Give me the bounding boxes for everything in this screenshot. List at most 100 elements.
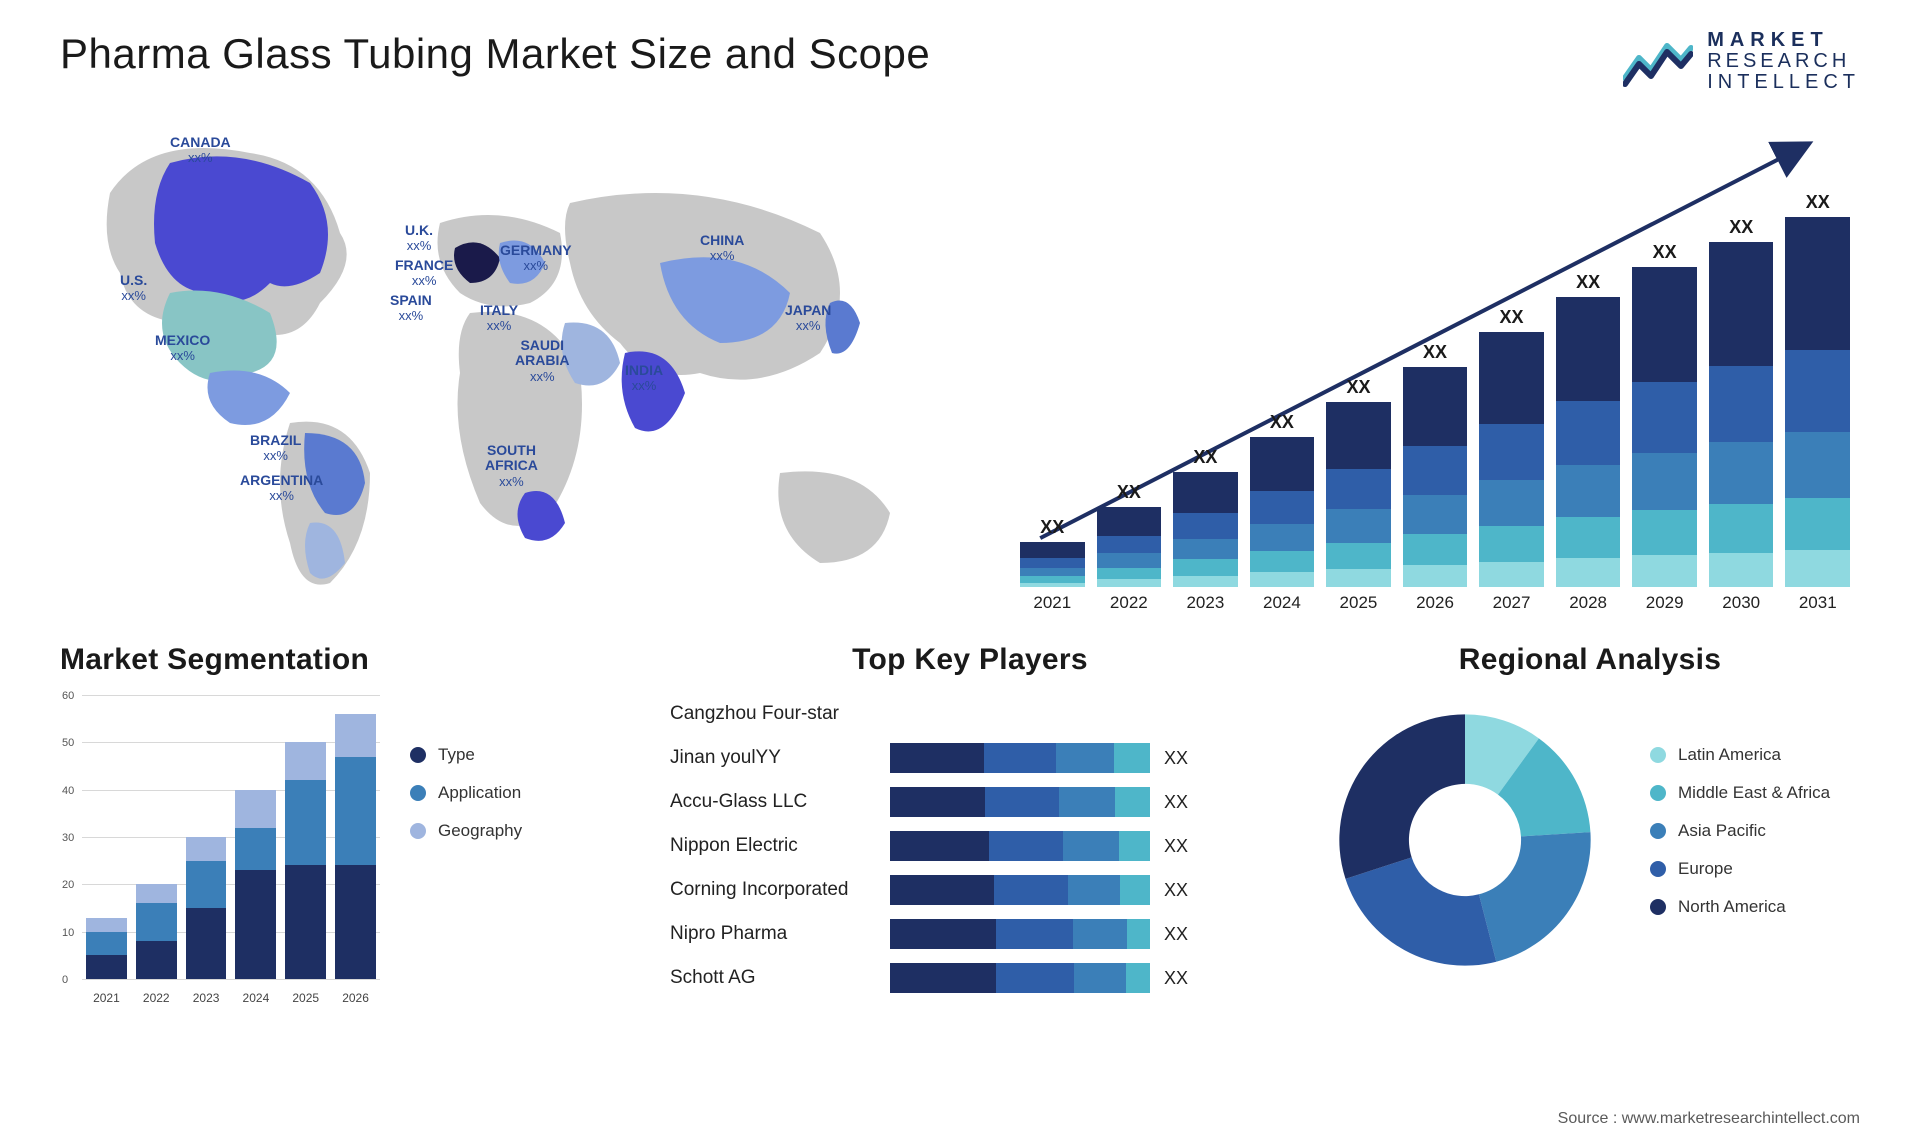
forecast-year-label: 2025 <box>1340 593 1378 613</box>
forecast-year-label: 2024 <box>1263 593 1301 613</box>
forecast-bar-value-label: XX <box>1346 377 1370 398</box>
donut-slice <box>1339 714 1465 878</box>
forecast-bar-value-label: XX <box>1040 517 1064 538</box>
map-label: INDIAxx% <box>625 363 663 394</box>
seg-x-tick: 2026 <box>335 991 376 1005</box>
map-label: FRANCExx% <box>395 258 453 289</box>
key-player-bar <box>890 963 1150 993</box>
forecast-bar: XX2029 <box>1632 242 1697 613</box>
legend-swatch-icon <box>1650 823 1666 839</box>
forecast-year-label: 2022 <box>1110 593 1148 613</box>
legend-swatch-icon <box>410 823 426 839</box>
map-label: SOUTHAFRICAxx% <box>485 443 538 489</box>
segmentation-panel: Market Segmentation 0102030405060 202120… <box>60 643 620 1005</box>
legend-label: Application <box>438 783 521 803</box>
forecast-bar: XX 2025 <box>1326 377 1391 613</box>
regional-panel: Regional Analysis Latin America Middle Ea… <box>1320 643 1860 1005</box>
logo-line-3: INTELLECT <box>1707 72 1860 93</box>
legend-item: Europe <box>1650 859 1860 879</box>
forecast-bar: XX2027 <box>1479 307 1544 613</box>
forecast-bar-value-label: XX <box>1500 307 1524 328</box>
forecast-bar-value-label: XX <box>1653 242 1677 263</box>
legend-item: Application <box>410 783 620 803</box>
forecast-bar: XX 2022 <box>1097 482 1162 613</box>
forecast-bar: XX2024 <box>1250 412 1315 613</box>
legend-label: Europe <box>1678 859 1733 879</box>
key-player-value: XX <box>1164 968 1188 989</box>
forecast-bar: XX 2028 <box>1556 272 1621 613</box>
regional-legend: Latin America Middle East & Africa Asia Pa… <box>1650 745 1860 935</box>
key-player-row: Nipro PharmaXX <box>670 915 1270 953</box>
map-label: BRAZILxx% <box>250 433 301 464</box>
key-player-bar <box>890 919 1150 949</box>
regional-title: Regional Analysis <box>1320 643 1860 677</box>
key-player-value: XX <box>1164 880 1188 901</box>
forecast-year-label: 2030 <box>1722 593 1760 613</box>
key-player-row: Corning Incorporated XX <box>670 871 1270 909</box>
key-player-row: Cangzhou Four-star <box>670 695 1270 733</box>
legend-swatch-icon <box>1650 899 1666 915</box>
logo-line-1: MARKET <box>1707 30 1860 51</box>
key-player-row: Schott AGXX <box>670 959 1270 997</box>
forecast-bar-value-label: XX <box>1806 192 1830 213</box>
key-player-bar <box>890 831 1150 861</box>
legend-item: Asia Pacific <box>1650 821 1860 841</box>
forecast-year-label: 2028 <box>1569 593 1607 613</box>
legend-swatch-icon <box>410 785 426 801</box>
seg-x-tick: 2023 <box>186 991 227 1005</box>
key-player-row: Accu-Glass LLCXX <box>670 783 1270 821</box>
segmentation-title: Market Segmentation <box>60 643 620 677</box>
map-label: ITALYxx% <box>480 303 518 334</box>
legend-item: Latin America <box>1650 745 1860 765</box>
seg-x-tick: 2025 <box>285 991 326 1005</box>
key-player-name: Nippon Electric <box>670 835 890 857</box>
legend-item: Type <box>410 745 620 765</box>
forecast-chart: XX2021XX2022XX2023XX2024XX2025XX2026XX20… <box>1020 113 1860 613</box>
legend-swatch-icon <box>1650 785 1666 801</box>
legend-item: North America <box>1650 897 1860 917</box>
legend-swatch-icon <box>1650 861 1666 877</box>
forecast-bar: XX2031 <box>1785 192 1850 613</box>
forecast-bar-value-label: XX <box>1576 272 1600 293</box>
seg-y-tick: 30 <box>62 832 74 844</box>
legend-item: Geography <box>410 821 620 841</box>
map-label: CHINAxx% <box>700 233 744 264</box>
page-title: Pharma Glass Tubing Market Size and Scop… <box>60 30 930 78</box>
map-label: MEXICOxx% <box>155 333 210 364</box>
legend-label: Asia Pacific <box>1678 821 1766 841</box>
seg-x-tick: 2021 <box>86 991 127 1005</box>
forecast-bar: XX2026 <box>1403 342 1468 613</box>
forecast-bar-value-label: XX <box>1423 342 1447 363</box>
seg-bar <box>186 837 227 979</box>
legend-label: Latin America <box>1678 745 1781 765</box>
key-player-bar <box>890 743 1150 773</box>
forecast-bar: XX2030 <box>1709 217 1774 613</box>
donut-slice <box>1479 832 1591 962</box>
key-player-name: Accu-Glass LLC <box>670 791 890 813</box>
key-player-value: XX <box>1164 924 1188 945</box>
key-player-bar <box>890 875 1150 905</box>
legend-label: North America <box>1678 897 1786 917</box>
legend-label: Type <box>438 745 475 765</box>
key-player-value: XX <box>1164 836 1188 857</box>
seg-bar <box>285 742 326 979</box>
seg-y-tick: 40 <box>62 785 74 797</box>
map-label: GERMANYxx% <box>500 243 572 274</box>
map-label: CANADAxx% <box>170 135 231 166</box>
regional-donut-chart <box>1320 695 1610 985</box>
segmentation-legend: Type Application Geography <box>410 695 620 1005</box>
forecast-year-label: 2021 <box>1033 593 1071 613</box>
forecast-bar: XX2023 <box>1173 447 1238 613</box>
seg-bar <box>86 917 127 979</box>
world-map-panel: CANADAxx%U.S.xx%MEXICOxx%BRAZILxx%ARGENT… <box>60 113 960 613</box>
seg-y-tick: 60 <box>62 690 74 702</box>
legend-label: Middle East & Africa <box>1678 783 1830 803</box>
brand-logo: MARKET RESEARCH INTELLECT <box>1623 30 1860 93</box>
seg-bar <box>235 790 276 979</box>
forecast-year-label: 2023 <box>1186 593 1224 613</box>
key-player-name: Corning Incorporated <box>670 879 890 901</box>
key-player-row: Jinan youlYYXX <box>670 739 1270 777</box>
legend-label: Geography <box>438 821 522 841</box>
forecast-bar-value-label: XX <box>1117 482 1141 503</box>
map-label: ARGENTINAxx% <box>240 473 323 504</box>
